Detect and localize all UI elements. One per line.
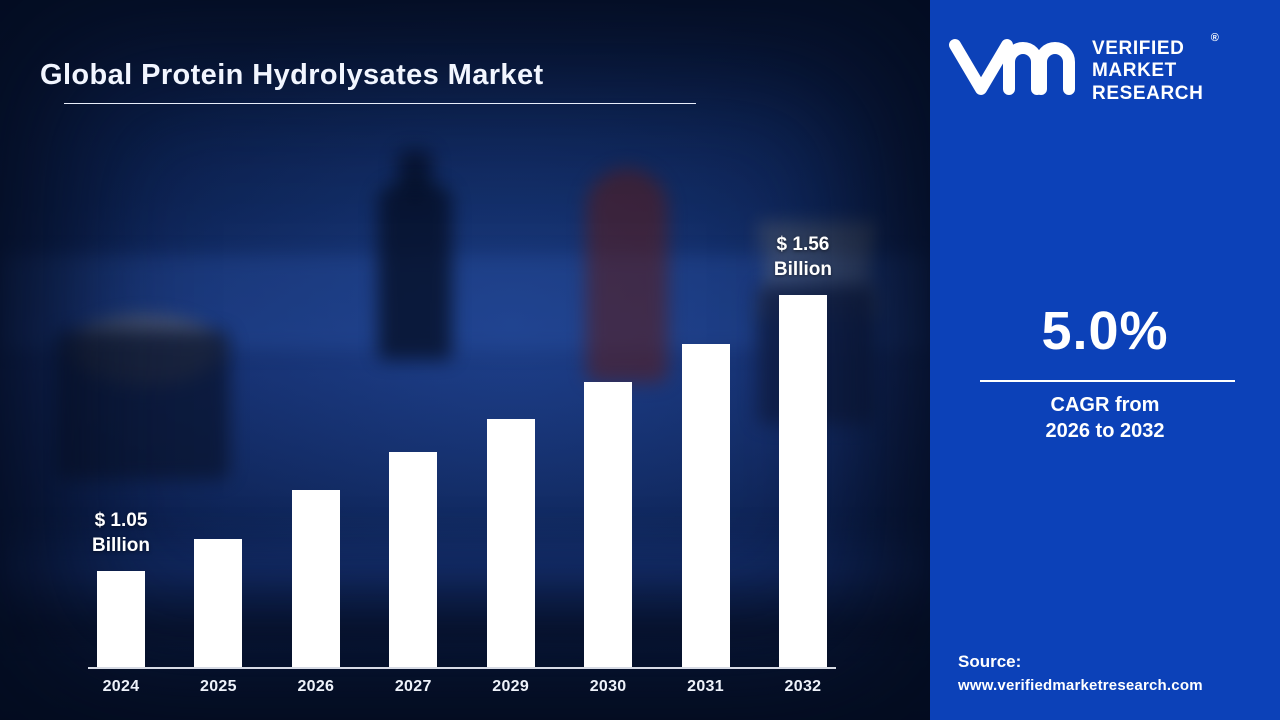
- source-block: Source: www.verifiedmarketresearch.com: [958, 652, 1203, 694]
- bar-cell: [189, 539, 247, 667]
- brand-name-line: MARKET: [1092, 60, 1177, 82]
- brand-block: VERIFIED MARKET RESEARCH ®: [948, 32, 1266, 105]
- bar: [778, 295, 827, 667]
- bar: [97, 571, 145, 667]
- background-table-band: [0, 520, 930, 640]
- x-axis-label: 2032: [784, 678, 822, 695]
- bar-cell: [384, 452, 442, 667]
- bar-value-annotation: $ 1.56 Billion: [773, 233, 832, 281]
- chart-section: [0, 0, 930, 720]
- background-pepper-mill-decor: [586, 168, 668, 383]
- title-underline: [64, 103, 696, 104]
- background-basket-decor: [55, 330, 230, 480]
- bar: [584, 382, 633, 667]
- bar: [291, 490, 340, 667]
- x-axis-label: 2025: [200, 678, 237, 695]
- cagr-caption-line: CAGR from: [1050, 394, 1160, 416]
- bar-cell: $ 1.56 Billion: [774, 232, 832, 667]
- x-axis-label: 2031: [687, 678, 724, 695]
- source-label: Source:: [958, 652, 1022, 671]
- x-axis-line: [88, 667, 836, 669]
- bar-cell: $ 1.05 Billion: [92, 508, 150, 667]
- bar-value-annotation: $ 1.05 Billion: [91, 509, 151, 557]
- vmr-monogram-icon: [948, 36, 1080, 98]
- bar-cell: [482, 419, 540, 667]
- bar-cell: [579, 382, 637, 667]
- bar: [194, 539, 243, 667]
- bar: [389, 452, 438, 667]
- cagr-caption-line: 2026 to 2032: [1045, 420, 1165, 443]
- background-bottle-decor: [378, 185, 452, 360]
- source-url-link[interactable]: www.verifiedmarketresearch.com: [958, 677, 1203, 694]
- cagr-underline: [980, 380, 1235, 382]
- x-axis-label: 2027: [394, 678, 432, 695]
- bar-cell: [287, 490, 345, 667]
- x-axis-label: 2024: [102, 678, 140, 695]
- registered-trademark-symbol: ®: [1210, 32, 1220, 44]
- bar: [486, 419, 535, 667]
- cagr-caption: CAGR from 2026 to 2032: [930, 392, 1280, 445]
- page-title: Global Protein Hydrolysates Market: [40, 59, 544, 92]
- bar: [681, 344, 730, 667]
- brand-name-line: VERIFIED: [1092, 38, 1185, 59]
- bar-cell: [677, 344, 735, 667]
- cagr-value: 5.0%: [1041, 301, 1169, 361]
- brand-name: VERIFIED MARKET RESEARCH ®: [1092, 32, 1219, 105]
- brand-name-line: RESEARCH: [1092, 82, 1204, 104]
- x-axis-label: 2026: [297, 678, 335, 695]
- info-panel: VERIFIED MARKET RESEARCH ® 5.0% CAGR fro…: [930, 0, 1280, 720]
- x-axis-label: 2030: [589, 678, 627, 695]
- x-axis-label: 2029: [492, 678, 530, 695]
- labels-row: 2024 2025 2026 2027 2029 2030 2031 2032: [92, 678, 832, 696]
- bars-row: $ 1.05 Billion $ 1.56 Billion: [92, 232, 832, 667]
